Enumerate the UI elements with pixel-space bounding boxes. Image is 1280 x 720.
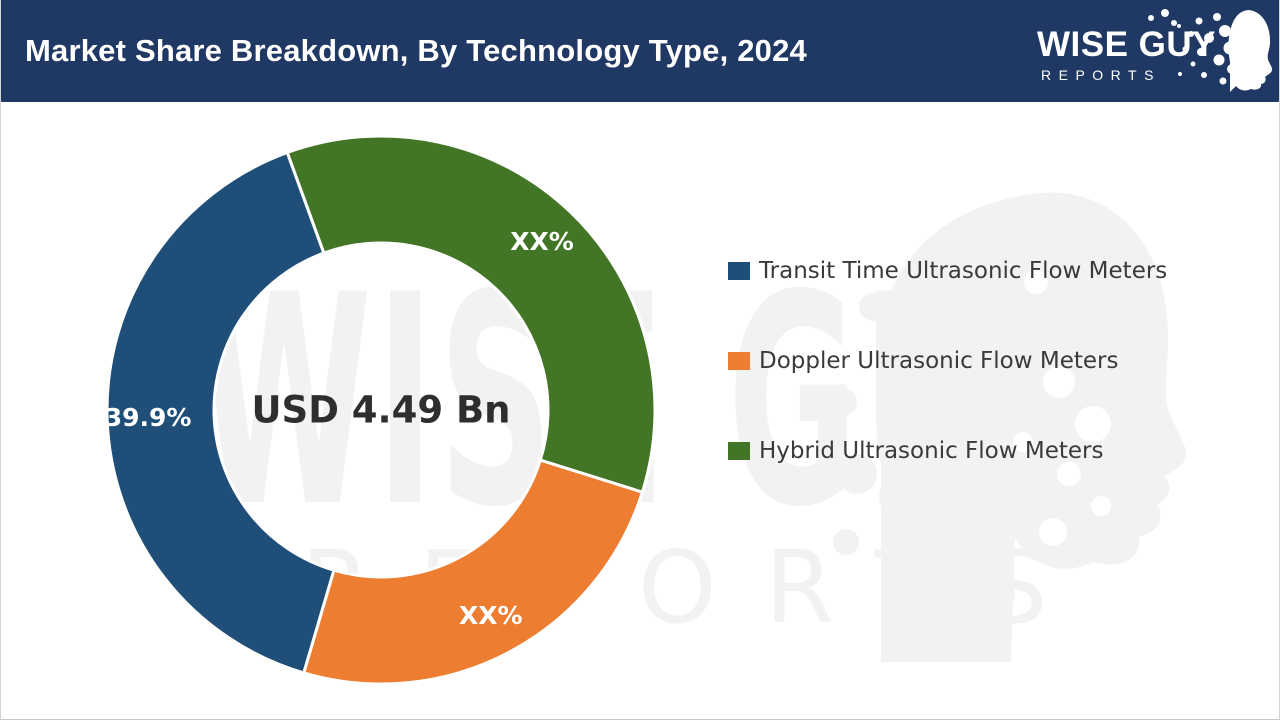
legend-item-label: Hybrid Ultrasonic Flow Meters: [759, 438, 1104, 464]
header-bar: Market Share Breakdown, By Technology Ty…: [1, 0, 1279, 102]
legend-swatch-icon: [728, 352, 750, 370]
logo-face-icon: [1228, 10, 1273, 92]
legend-item: Doppler Ultrasonic Flow Meters: [728, 343, 1167, 379]
legend-item: Hybrid Ultrasonic Flow Meters: [728, 433, 1167, 469]
segment-value-label: XX%: [459, 601, 523, 630]
logo-reports-text: REPORTS: [1041, 67, 1161, 83]
pie-segment-transit-time-ultrasonic-flow-meters: [105, 150, 336, 675]
legend-item-label: Doppler Ultrasonic Flow Meters: [759, 348, 1119, 374]
legend-swatch-icon: [728, 262, 750, 280]
chart-center-value: USD 4.49 Bn: [252, 389, 511, 432]
pie-segment-hybrid-ultrasonic-flow-meters: [285, 134, 657, 495]
pie-segment-doppler-ultrasonic-flow-meters: [301, 458, 645, 686]
legend-item: Transit Time Ultrasonic Flow Meters: [728, 253, 1167, 289]
segment-value-label: 39.9%: [105, 403, 192, 432]
legend-swatch-icon: [728, 442, 750, 460]
wise-guy-reports-logo: WISE GUY REPORTS: [1037, 9, 1273, 92]
chart-legend: Transit Time Ultrasonic Flow Meters Dopp…: [728, 253, 1167, 523]
logo-brand-text: WISE GUY: [1037, 25, 1216, 64]
legend-item-label: Transit Time Ultrasonic Flow Meters: [759, 258, 1168, 284]
segment-value-label: XX%: [510, 227, 574, 256]
donut-chart: USD 4.49 Bn 39.9% XX% XX%: [105, 134, 657, 686]
page-title: Market Share Breakdown, By Technology Ty…: [25, 33, 807, 68]
